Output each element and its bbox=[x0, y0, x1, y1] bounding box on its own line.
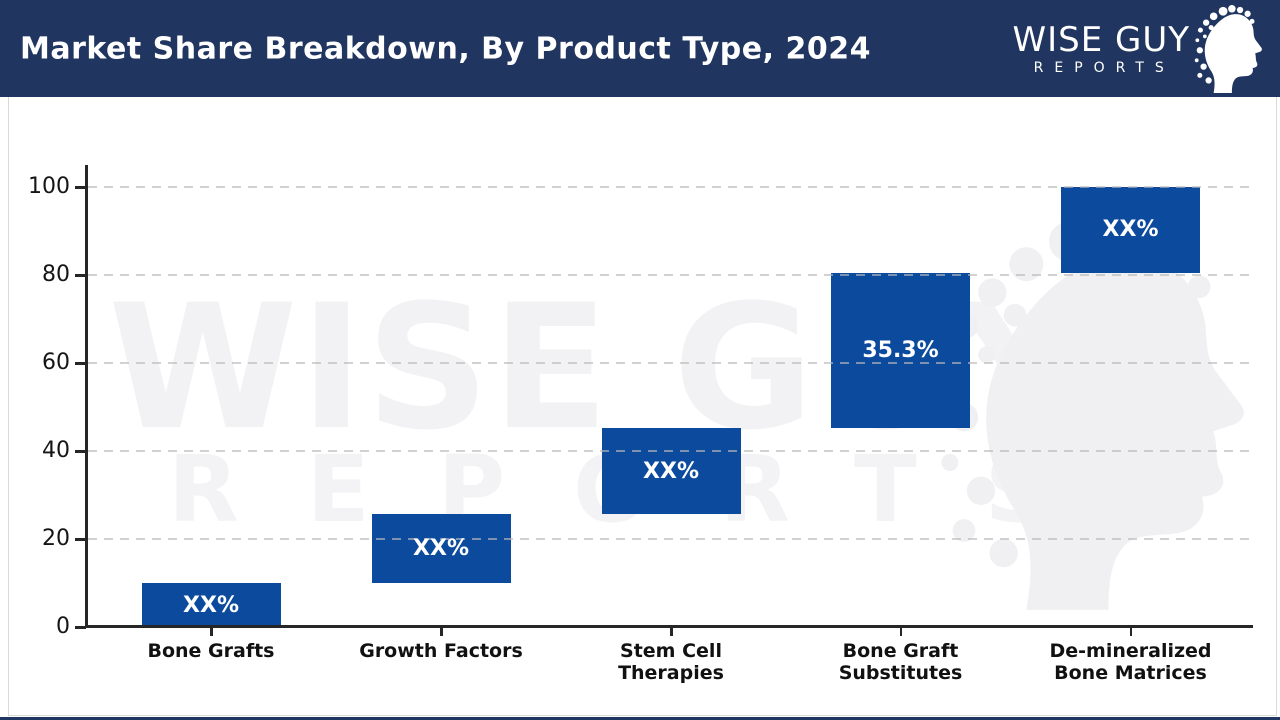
bar-value-label: XX% bbox=[1102, 217, 1159, 243]
gridline bbox=[88, 274, 1253, 276]
y-axis-tick bbox=[75, 450, 86, 453]
bar-segment bbox=[1061, 187, 1200, 273]
y-axis-tick-label: 20 bbox=[42, 526, 70, 551]
bar-value-label: 35.3% bbox=[862, 337, 939, 363]
wise-guy-logo: WISE GUY REPORTS bbox=[1012, 4, 1268, 94]
figure-border bbox=[8, 97, 1277, 716]
y-axis-tick-label: 80 bbox=[42, 262, 70, 287]
y-axis-tick bbox=[75, 626, 86, 629]
header-bar: Market Share Breakdown, By Product Type,… bbox=[0, 0, 1280, 97]
y-axis-tick bbox=[75, 274, 86, 277]
bar-segment bbox=[831, 272, 970, 429]
x-axis-tick bbox=[1129, 627, 1132, 636]
bar-value-label: XX% bbox=[183, 592, 239, 618]
y-axis-line bbox=[85, 165, 88, 627]
gridline bbox=[88, 186, 1253, 188]
gridline bbox=[88, 362, 1253, 364]
gridline bbox=[88, 450, 1253, 452]
y-axis-tick bbox=[75, 538, 86, 541]
x-axis-tick bbox=[670, 627, 673, 636]
x-axis-category-label: Bone Grafts bbox=[147, 640, 275, 662]
wise-guy-head-icon bbox=[1192, 5, 1268, 93]
y-axis-tick-label: 60 bbox=[42, 350, 70, 375]
bar-segment bbox=[601, 428, 741, 514]
y-axis-tick-label: 0 bbox=[56, 614, 70, 639]
logo-subname: REPORTS bbox=[1033, 60, 1175, 76]
x-axis-category-label: Stem Cell Therapies bbox=[618, 640, 724, 684]
bar-segment bbox=[141, 583, 281, 627]
y-axis-tick bbox=[75, 186, 86, 189]
x-axis-tick bbox=[899, 627, 902, 636]
footer-bar bbox=[0, 717, 1280, 720]
x-axis-category-label: De-mineralized Bone Matrices bbox=[1049, 640, 1212, 684]
bar-segment bbox=[371, 513, 511, 583]
gridline bbox=[88, 538, 1253, 540]
y-axis-tick-label: 40 bbox=[42, 438, 70, 463]
x-axis-category-label: Bone Graft Substitutes bbox=[838, 640, 963, 684]
y-axis-tick bbox=[75, 362, 86, 365]
chart-title: Market Share Breakdown, By Product Type,… bbox=[20, 31, 871, 66]
x-axis-tick bbox=[210, 627, 213, 636]
y-axis-tick-label: 100 bbox=[28, 174, 70, 199]
logo-name: WISE GUY bbox=[1012, 20, 1190, 60]
bar-value-label: XX% bbox=[643, 458, 699, 484]
logo-text: WISE GUY REPORTS bbox=[1012, 22, 1190, 76]
x-axis-tick bbox=[440, 627, 443, 636]
bar-value-label: XX% bbox=[413, 535, 469, 561]
x-axis-category-label: Growth Factors bbox=[359, 640, 523, 662]
x-axis-line bbox=[85, 625, 1253, 628]
